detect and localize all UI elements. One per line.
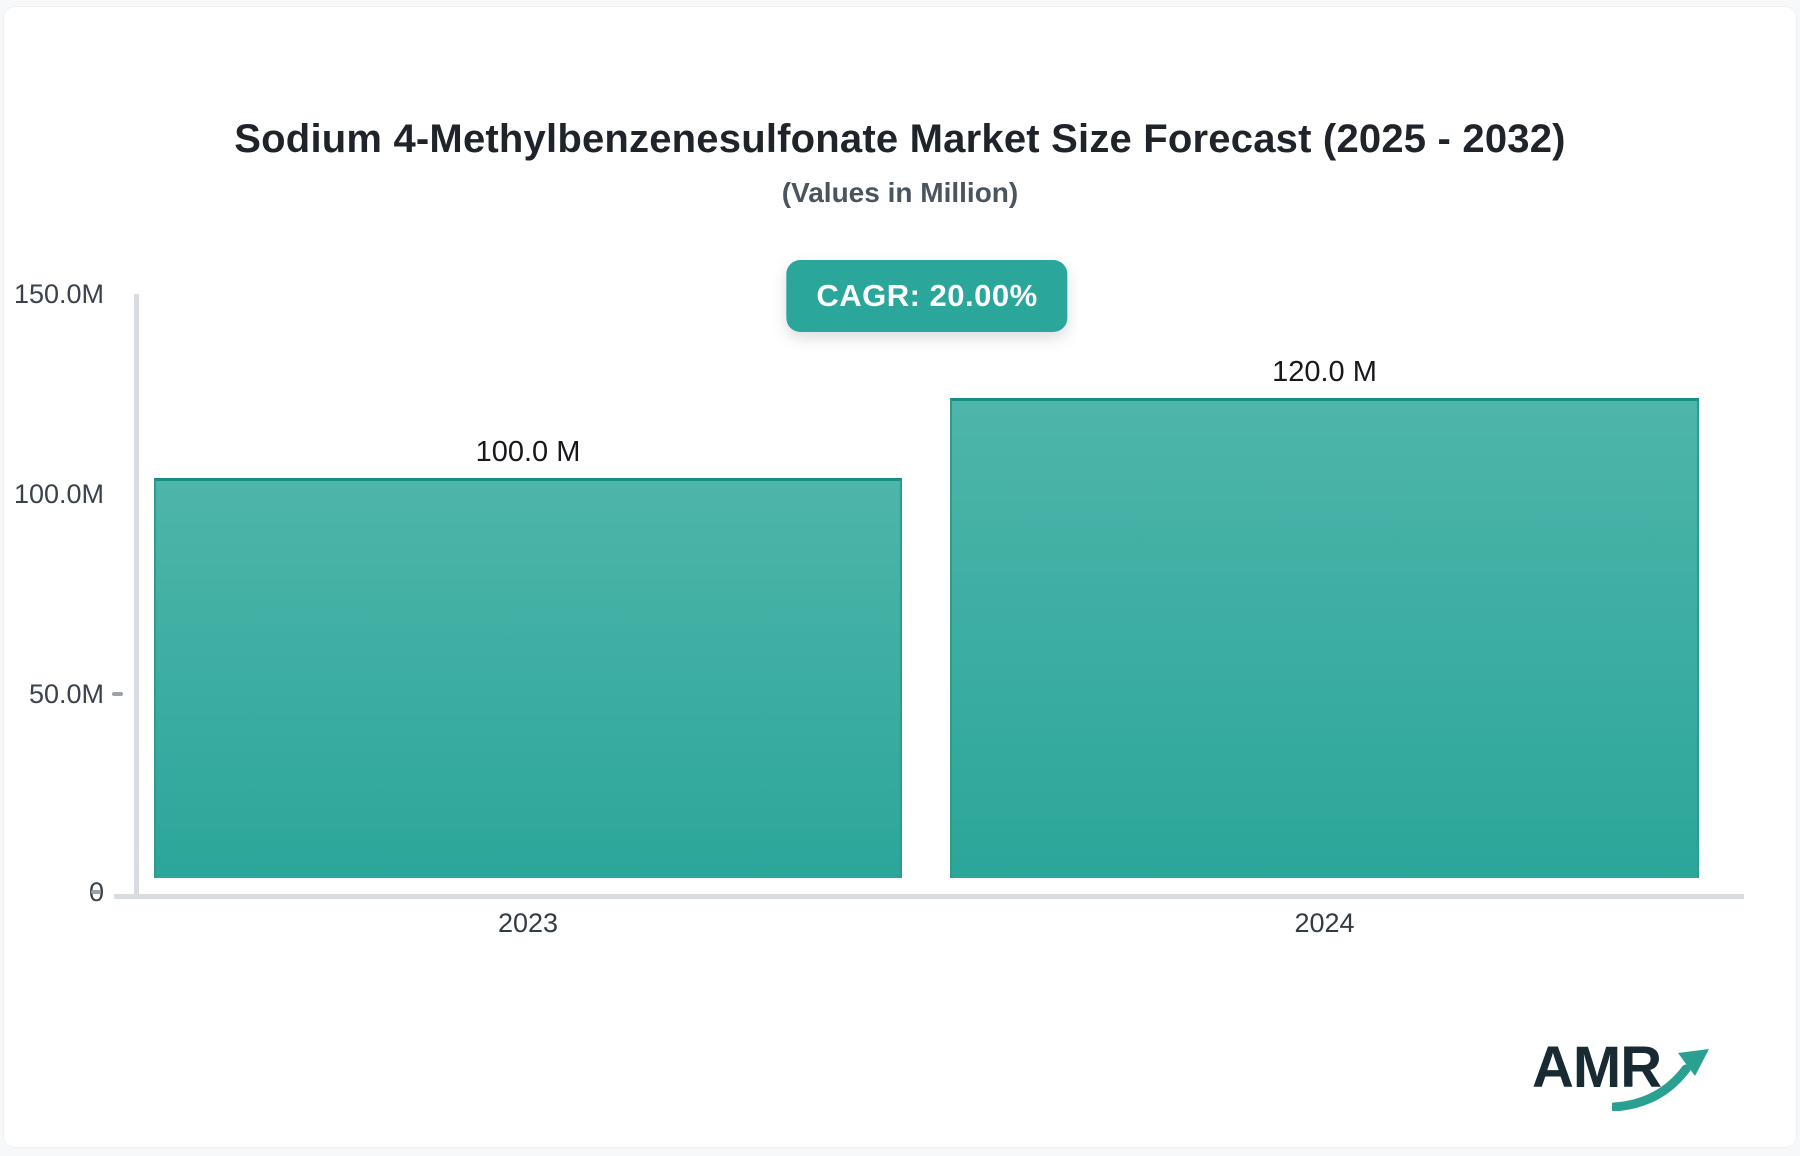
chart-title: Sodium 4-Methylbenzenesulfonate Market S… (234, 117, 1566, 161)
trend-up-arrow-icon (1612, 1049, 1709, 1111)
y-tick-mark (91, 890, 101, 894)
bar-2023 (154, 478, 902, 878)
x-axis-label-2024: 2024 (1294, 908, 1355, 938)
x-axis-label-2023: 2023 (497, 908, 559, 938)
x-axis-line (114, 894, 1744, 899)
bar-column-2023: 100.0 M (154, 218, 902, 878)
amr-logo-text: AMR (1532, 1035, 1662, 1100)
y-tick-label: 0 (4, 875, 104, 909)
bar-column-2024: 120.0 M (950, 218, 1699, 878)
bar-value-label: 120.0 M (1272, 356, 1377, 388)
amr-logo: AMR (1532, 1037, 1732, 1127)
bar-2024 (950, 398, 1699, 878)
y-tick-label: 50.0M (28, 679, 104, 709)
chart-card: Sodium 4-Methylbenzenesulfonate Market S… (3, 6, 1797, 1148)
y-axis-line (134, 294, 139, 895)
y-tick-label: 100.0M (13, 479, 104, 509)
cagr-badge: CAGR: 20.00% (786, 260, 1068, 332)
bar-value-label: 100.0 M (475, 436, 581, 468)
chart-subtitle: (Values in Million) (781, 177, 1019, 208)
y-tick-label: 150.0M (13, 279, 104, 309)
y-tick-mark (112, 692, 123, 696)
